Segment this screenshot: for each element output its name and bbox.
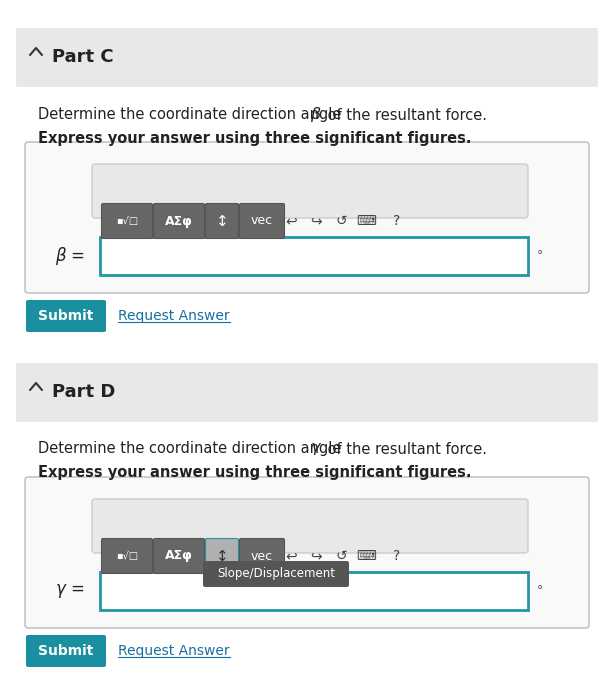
- FancyBboxPatch shape: [16, 363, 598, 422]
- FancyBboxPatch shape: [205, 203, 238, 239]
- Text: $\beta$ =: $\beta$ =: [55, 245, 85, 267]
- Text: ΑΣφ: ΑΣφ: [165, 214, 193, 228]
- Text: vec: vec: [251, 214, 273, 228]
- Text: ↪: ↪: [310, 214, 322, 228]
- Text: ↕: ↕: [216, 214, 229, 228]
- Text: ↺: ↺: [335, 549, 347, 563]
- Text: Part C: Part C: [52, 48, 113, 66]
- Text: Express your answer using three significant figures.: Express your answer using three signific…: [38, 464, 471, 479]
- FancyBboxPatch shape: [92, 164, 528, 218]
- Text: ↩: ↩: [285, 214, 297, 228]
- Text: ↪: ↪: [310, 549, 322, 563]
- FancyBboxPatch shape: [100, 572, 528, 610]
- Text: Submit: Submit: [38, 309, 94, 323]
- Text: Express your answer using three significant figures.: Express your answer using three signific…: [38, 131, 471, 146]
- Text: $\gamma$ =: $\gamma$ =: [55, 582, 85, 600]
- Text: ?: ?: [394, 214, 401, 228]
- FancyBboxPatch shape: [102, 203, 153, 239]
- FancyBboxPatch shape: [25, 477, 589, 628]
- Text: vec: vec: [251, 549, 273, 562]
- FancyBboxPatch shape: [102, 539, 153, 573]
- Text: ↕: ↕: [216, 549, 229, 564]
- Text: ⌨: ⌨: [356, 549, 376, 563]
- FancyBboxPatch shape: [153, 539, 205, 573]
- Text: Slope/Displacement: Slope/Displacement: [217, 568, 335, 581]
- Text: of the resultant force.: of the resultant force.: [323, 107, 487, 122]
- Text: Determine the coordinate direction angle: Determine the coordinate direction angle: [38, 107, 346, 122]
- Text: Determine the coordinate direction angle: Determine the coordinate direction angle: [38, 441, 346, 456]
- FancyBboxPatch shape: [26, 300, 106, 332]
- FancyBboxPatch shape: [240, 539, 284, 573]
- FancyBboxPatch shape: [16, 28, 598, 87]
- FancyBboxPatch shape: [205, 539, 238, 573]
- Text: ΑΣφ: ΑΣφ: [165, 549, 193, 562]
- FancyBboxPatch shape: [203, 561, 349, 587]
- Text: of the resultant force.: of the resultant force.: [323, 441, 487, 456]
- Text: °: °: [537, 250, 543, 262]
- Text: Submit: Submit: [38, 644, 94, 658]
- FancyBboxPatch shape: [100, 237, 528, 275]
- Text: ?: ?: [394, 549, 401, 563]
- Text: ↩: ↩: [285, 549, 297, 563]
- Text: °: °: [537, 585, 543, 598]
- Text: Request Answer: Request Answer: [118, 644, 230, 658]
- Text: Request Answer: Request Answer: [118, 309, 230, 323]
- Text: Part D: Part D: [52, 383, 115, 401]
- Text: $\beta$: $\beta$: [310, 105, 322, 124]
- FancyBboxPatch shape: [92, 499, 528, 553]
- Text: $\gamma$: $\gamma$: [310, 441, 322, 457]
- Text: ▪√□: ▪√□: [116, 216, 138, 226]
- FancyBboxPatch shape: [26, 635, 106, 667]
- Text: ▪√□: ▪√□: [116, 551, 138, 561]
- Text: ⌨: ⌨: [356, 214, 376, 228]
- Text: ↺: ↺: [335, 214, 347, 228]
- FancyBboxPatch shape: [240, 203, 284, 239]
- FancyBboxPatch shape: [153, 203, 205, 239]
- FancyBboxPatch shape: [25, 142, 589, 293]
